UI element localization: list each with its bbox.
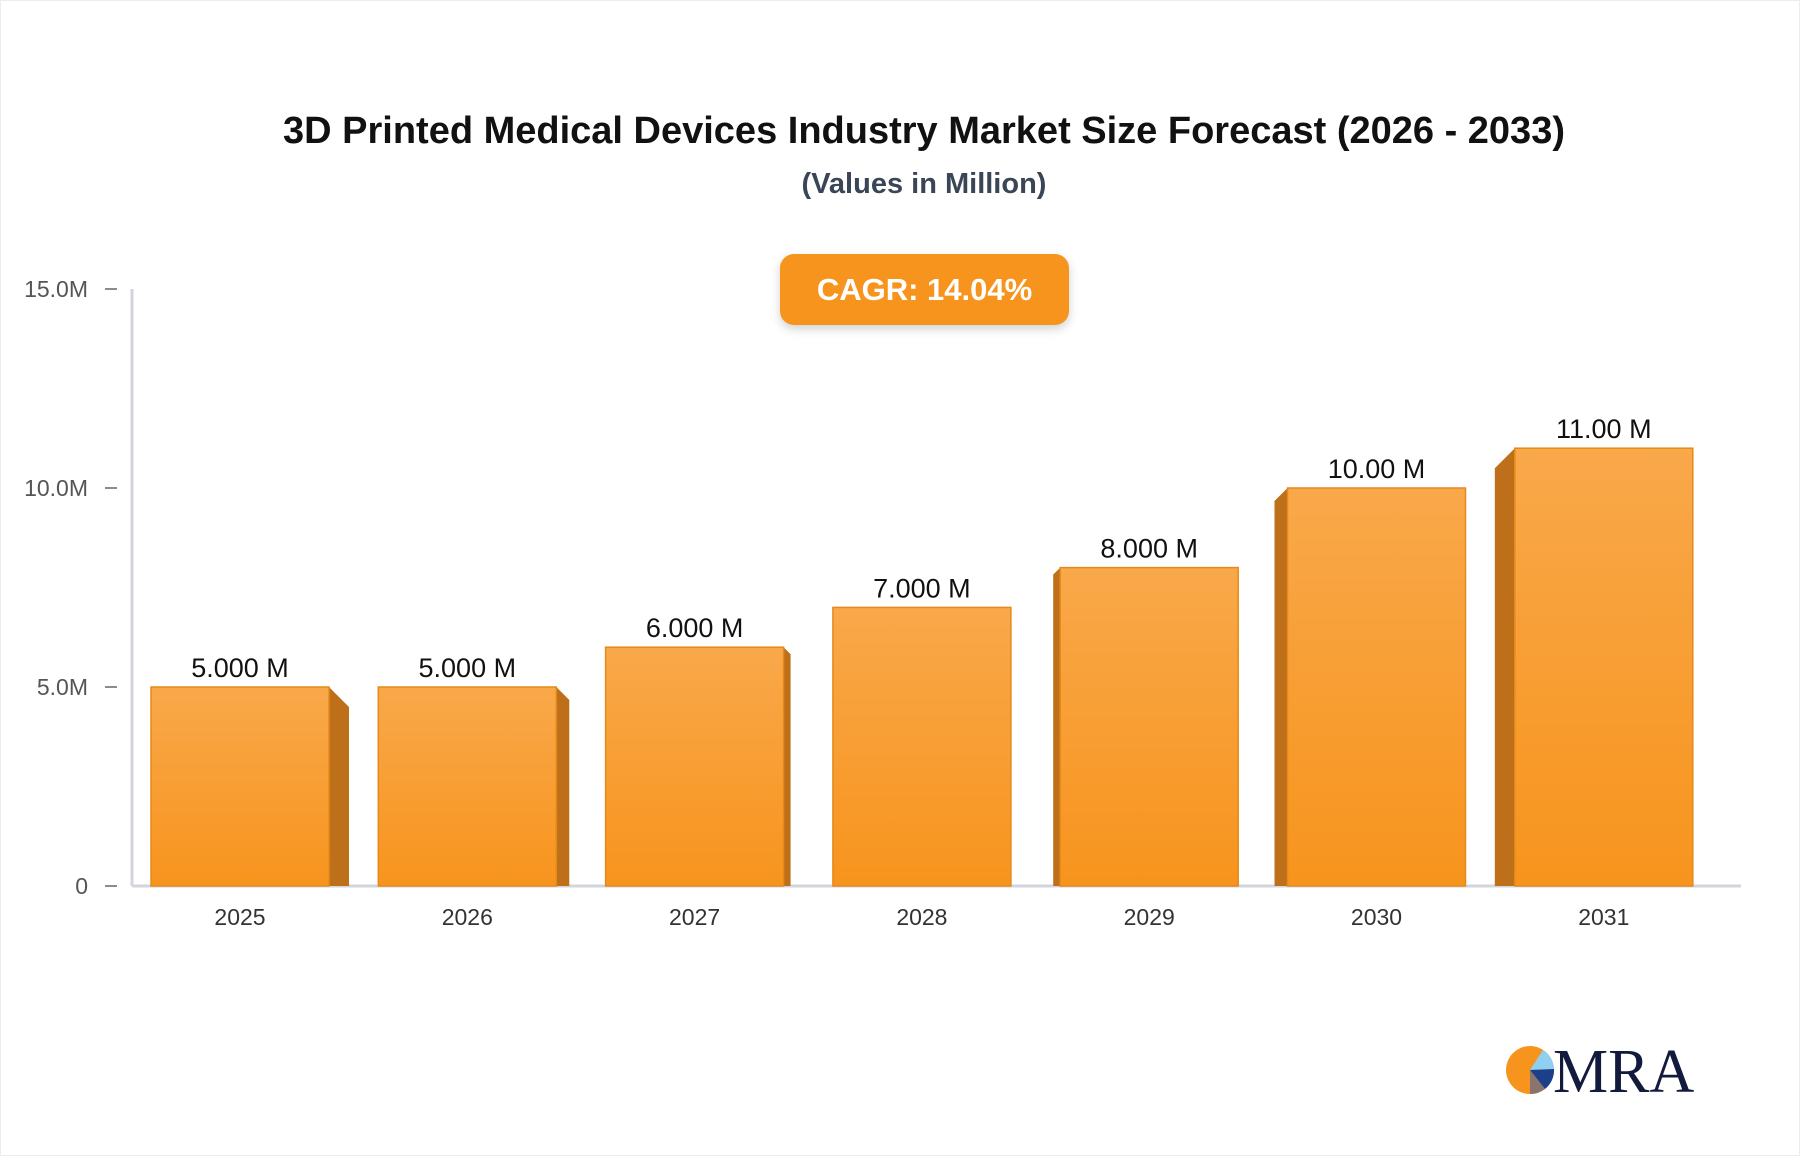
bar-2030 (1286, 487, 1467, 887)
y-tick-label: 15.0M (24, 276, 88, 302)
bar-2028 (832, 606, 1012, 887)
bar-2031 (1514, 447, 1694, 887)
data-label: 6.000 M (646, 613, 744, 643)
chart-title: 3D Printed Medical Devices Industry Mark… (283, 110, 1565, 152)
chart-subtitle: (Values in Million) (801, 168, 1047, 200)
bar-side (329, 687, 349, 886)
svg-text:MRA: MRA (1553, 1040, 1694, 1100)
bar-side (556, 687, 570, 886)
x-tick-label: 2028 (896, 904, 947, 930)
bar-side (1274, 488, 1288, 886)
bar-2026 (377, 686, 558, 887)
bar-side (783, 647, 791, 886)
x-tick-label: 2030 (1351, 904, 1402, 930)
x-tick-label: 2026 (442, 904, 493, 930)
data-label: 11.00 M (1556, 414, 1652, 444)
y-tick-label: 0 (75, 873, 88, 899)
bar-2027 (604, 646, 785, 887)
cagr-badge: CAGR: 14.04% (780, 254, 1069, 325)
x-tick-label: 2027 (669, 904, 720, 930)
bar-2029 (1059, 566, 1239, 887)
bar-2025 (150, 686, 330, 887)
x-tick-label: 2029 (1124, 904, 1175, 930)
bar-side (1053, 567, 1061, 886)
mra-logo: MRA (1505, 1040, 1705, 1100)
data-label: 5.000 M (191, 653, 289, 683)
x-tick-label: 2031 (1578, 904, 1629, 930)
data-label: 10.00 M (1328, 454, 1426, 484)
data-label: 7.000 M (873, 573, 971, 603)
data-label: 8.000 M (1100, 534, 1198, 564)
y-tick-label: 5.0M (37, 674, 88, 700)
y-tick-label: 10.0M (24, 475, 88, 501)
x-tick-label: 2025 (214, 904, 265, 930)
data-label: 5.000 M (419, 653, 517, 683)
bar-side (1494, 448, 1515, 886)
